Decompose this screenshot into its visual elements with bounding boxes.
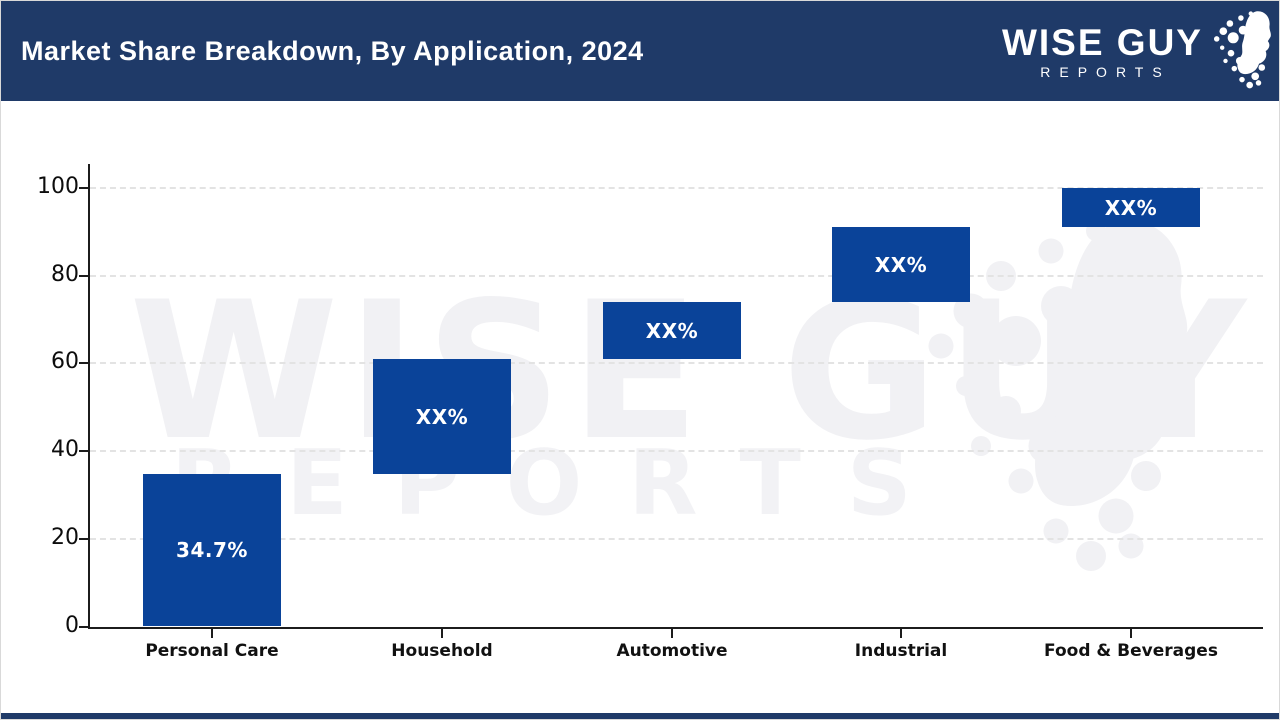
brand-logo: WISE GUY REPORTS bbox=[1002, 1, 1275, 101]
bar-value-label: XX% bbox=[1104, 195, 1158, 220]
brand-face-icon bbox=[1209, 7, 1275, 95]
y-tick-label: 40 bbox=[51, 437, 79, 463]
bar-value-label: 34.7% bbox=[176, 538, 248, 563]
y-tick-label: 80 bbox=[51, 261, 79, 287]
y-tick-mark bbox=[79, 537, 88, 540]
watermark-text-secondary: REPORTS bbox=[171, 431, 958, 536]
grid-line bbox=[90, 537, 1263, 540]
y-tick-label: 0 bbox=[65, 612, 79, 638]
y-tick-mark bbox=[79, 625, 88, 628]
brand-name: WISE GUY bbox=[1001, 21, 1203, 63]
x-axis-spine bbox=[88, 627, 1263, 629]
header-bar: Market Share Breakdown, By Application, … bbox=[1, 1, 1279, 101]
bar-personal-care: 34.7% bbox=[143, 474, 281, 627]
y-axis-spine bbox=[88, 164, 90, 629]
bar-value-label: XX% bbox=[645, 318, 699, 343]
bar-automotive: XX% bbox=[603, 302, 741, 359]
x-tick-mark bbox=[671, 629, 673, 638]
x-tick-mark bbox=[211, 629, 213, 638]
category-label-1: Personal Care bbox=[145, 641, 279, 661]
grid-line bbox=[90, 450, 1263, 453]
x-tick-mark bbox=[441, 629, 443, 638]
category-label-3: Automotive bbox=[616, 641, 728, 661]
category-label-2: Household bbox=[391, 641, 493, 661]
bar-industrial: XX% bbox=[832, 227, 970, 302]
page-title: Market Share Breakdown, By Application, … bbox=[21, 35, 644, 66]
y-tick-mark bbox=[79, 450, 88, 453]
y-tick-label: 100 bbox=[37, 174, 79, 199]
grid-line bbox=[90, 187, 1263, 189]
y-tick-label: 60 bbox=[51, 349, 79, 375]
category-label-5: Food & Beverages bbox=[1044, 641, 1218, 661]
y-tick-mark bbox=[79, 274, 88, 277]
grid-line bbox=[90, 274, 1263, 277]
grid-line bbox=[90, 362, 1263, 365]
x-tick-mark bbox=[900, 629, 902, 638]
category-label-4: Industrial bbox=[854, 641, 948, 661]
brand-logo-text: WISE GUY REPORTS bbox=[1002, 24, 1203, 79]
bar-value-label: XX% bbox=[415, 404, 469, 429]
watermark: WISE GUY REPORTS bbox=[1, 101, 1279, 715]
bar-value-label: XX% bbox=[874, 252, 928, 277]
y-tick-mark bbox=[79, 187, 88, 189]
y-tick-mark bbox=[79, 362, 88, 365]
footer-bar bbox=[1, 713, 1279, 719]
bar-household: XX% bbox=[373, 359, 511, 475]
y-tick-label: 20 bbox=[51, 524, 79, 550]
bar-food-beverages: XX% bbox=[1062, 188, 1200, 228]
x-tick-mark bbox=[1130, 629, 1132, 638]
brand-subname: REPORTS bbox=[1040, 63, 1171, 80]
